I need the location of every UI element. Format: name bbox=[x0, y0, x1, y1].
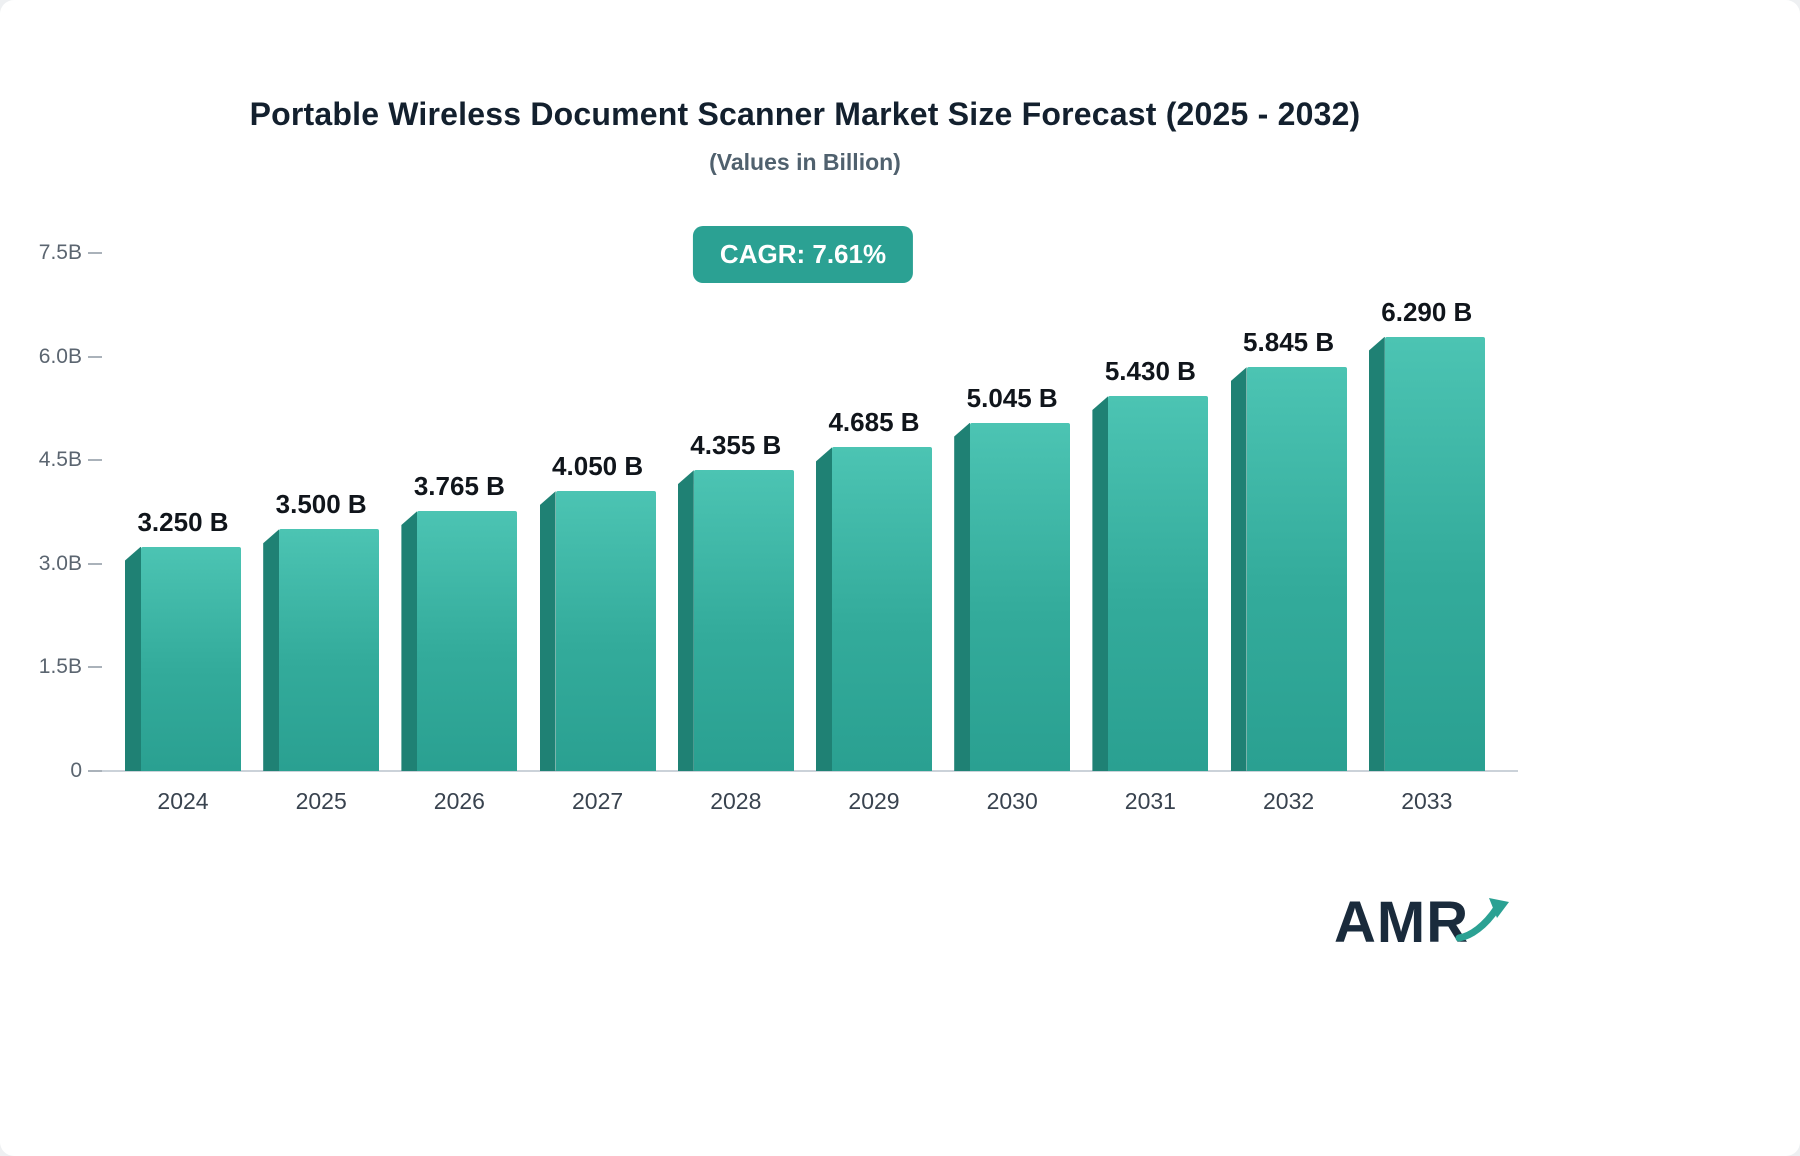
chart-subtitle: (Values in Billion) bbox=[709, 149, 901, 175]
bar-front-face bbox=[141, 546, 241, 771]
bar-front-face bbox=[555, 491, 656, 771]
y-axis-tick-label: 3.0B bbox=[38, 551, 82, 575]
bar-front-face bbox=[1384, 336, 1485, 771]
y-axis-tick-mark bbox=[88, 355, 102, 358]
y-axis-tick-label: 7.5B bbox=[38, 241, 82, 264]
bar-front-face bbox=[1108, 395, 1209, 771]
y-axis-tick-label: 0 bbox=[70, 759, 82, 782]
bar-side-face bbox=[125, 546, 141, 771]
bar-side-face bbox=[263, 529, 280, 771]
bar bbox=[677, 470, 794, 771]
y-axis-tick-mark bbox=[88, 770, 102, 772]
bar-side-face bbox=[1368, 336, 1385, 771]
bar bbox=[954, 422, 1071, 771]
bar-value-label: 5.045 B bbox=[966, 382, 1058, 413]
x-axis-label: 2028 bbox=[710, 788, 762, 814]
growth-arrow-icon bbox=[1455, 898, 1510, 942]
bar-front-face bbox=[417, 510, 518, 771]
x-axis-label: 2025 bbox=[295, 788, 347, 814]
bar bbox=[539, 491, 656, 771]
bar-front-face bbox=[693, 470, 794, 771]
bar-value-label: 3.500 B bbox=[275, 489, 367, 520]
amr-logo: AMR bbox=[1334, 894, 1513, 952]
bar-side-face bbox=[954, 422, 971, 771]
bar bbox=[401, 510, 518, 771]
bar-value-label: 4.050 B bbox=[552, 451, 644, 482]
chart-title: Portable Wireless Document Scanner Marke… bbox=[249, 96, 1361, 132]
bar-value-label: 4.685 B bbox=[828, 407, 920, 438]
x-axis-label: 2032 bbox=[1263, 788, 1315, 814]
bar-value-label: 4.355 B bbox=[690, 430, 782, 461]
y-axis-tick-mark bbox=[88, 666, 102, 669]
bar bbox=[1230, 367, 1347, 771]
bar-side-face bbox=[677, 470, 694, 771]
x-axis-label: 2026 bbox=[433, 788, 485, 814]
bar-side-face bbox=[1230, 367, 1247, 771]
y-axis-tick-mark bbox=[88, 252, 102, 254]
y-axis-tick-label: 4.5B bbox=[38, 448, 82, 472]
bar bbox=[263, 529, 380, 771]
bar-side-face bbox=[539, 491, 556, 771]
y-axis-tick-mark bbox=[88, 459, 102, 462]
bar-value-label: 3.250 B bbox=[137, 506, 229, 537]
bar-front-face bbox=[832, 447, 932, 771]
y-axis-tick-label: 1.5B bbox=[38, 655, 82, 679]
bar-front-face bbox=[279, 529, 380, 771]
bar-side-face bbox=[1092, 395, 1109, 771]
amr-logo-text: AMR bbox=[1334, 890, 1470, 955]
bar-value-label: 5.845 B bbox=[1243, 327, 1335, 358]
y-axis-tick-label: 6.0B bbox=[38, 344, 82, 368]
x-axis-label: 2027 bbox=[572, 788, 624, 814]
bar-side-face bbox=[401, 510, 418, 771]
bar-front-face bbox=[970, 422, 1071, 771]
bar bbox=[1092, 395, 1209, 771]
bar-front-face bbox=[1246, 367, 1347, 771]
cagr-badge: CAGR: 7.61% bbox=[692, 226, 914, 283]
x-axis-label: 2033 bbox=[1401, 788, 1453, 814]
bar-value-label: 6.290 B bbox=[1381, 296, 1473, 327]
bar-side-face bbox=[816, 447, 832, 771]
bar bbox=[816, 447, 932, 771]
x-axis-baseline bbox=[98, 770, 1518, 772]
y-axis-tick-mark bbox=[88, 562, 102, 565]
bar-value-label: 3.765 B bbox=[413, 470, 505, 501]
x-axis-label: 2029 bbox=[848, 788, 900, 814]
x-axis-label: 2024 bbox=[157, 788, 209, 814]
x-axis-label: 2031 bbox=[1124, 788, 1176, 814]
bar bbox=[125, 546, 241, 771]
bar bbox=[1368, 336, 1485, 771]
x-axis-label: 2030 bbox=[986, 788, 1038, 814]
bar-value-label: 5.430 B bbox=[1104, 355, 1196, 386]
